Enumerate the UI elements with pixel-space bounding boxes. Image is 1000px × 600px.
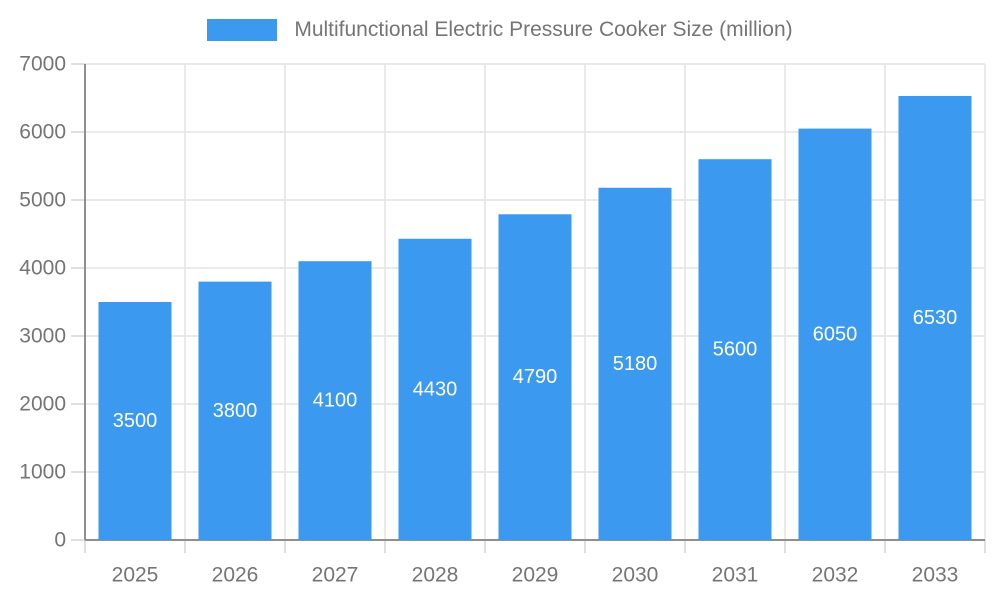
- bar-value-label: 3500: [113, 410, 158, 432]
- legend-label: Multifunctional Electric Pressure Cooker…: [294, 18, 793, 41]
- legend-swatch-icon: [207, 19, 278, 41]
- bar-value-label: 4100: [313, 390, 358, 412]
- x-tick-label: 2033: [912, 564, 959, 587]
- y-tick-label: 5000: [19, 189, 66, 212]
- bar-value-label: 4430: [413, 378, 458, 400]
- y-tick-label: 2000: [19, 393, 66, 416]
- x-tick-label: 2029: [512, 564, 559, 587]
- bar-value-label: 6050: [813, 323, 858, 345]
- bar[interactable]: [698, 159, 772, 540]
- x-tick-label: 2025: [112, 564, 159, 587]
- y-tick-label: 6000: [19, 121, 66, 144]
- x-tick-label: 2026: [212, 564, 259, 587]
- y-tick-label: 0: [54, 529, 66, 552]
- bar[interactable]: [98, 302, 172, 540]
- bar-value-label: 3800: [213, 400, 258, 422]
- bar-value-label: 5600: [713, 339, 758, 361]
- bar-value-label: 4790: [513, 366, 558, 388]
- bar-value-label: 5180: [613, 353, 658, 375]
- y-tick-label: 3000: [19, 325, 66, 348]
- y-tick-label: 7000: [19, 53, 66, 76]
- x-tick-label: 2030: [612, 564, 659, 587]
- bar-value-label: 6530: [913, 307, 958, 329]
- y-tick-label: 4000: [19, 257, 66, 280]
- x-tick-label: 2028: [412, 564, 459, 587]
- bar[interactable]: [498, 214, 572, 540]
- x-tick-label: 2032: [812, 564, 859, 587]
- bar[interactable]: [398, 238, 472, 540]
- bar[interactable]: [798, 128, 872, 540]
- bar[interactable]: [198, 281, 272, 540]
- y-tick-label: 1000: [19, 461, 66, 484]
- x-tick-label: 2027: [312, 564, 359, 587]
- chart-legend[interactable]: Multifunctional Electric Pressure Cooker…: [0, 18, 1000, 42]
- bar[interactable]: [298, 261, 372, 540]
- x-tick-label: 2031: [712, 564, 759, 587]
- bar[interactable]: [598, 187, 672, 540]
- bar[interactable]: [898, 95, 972, 541]
